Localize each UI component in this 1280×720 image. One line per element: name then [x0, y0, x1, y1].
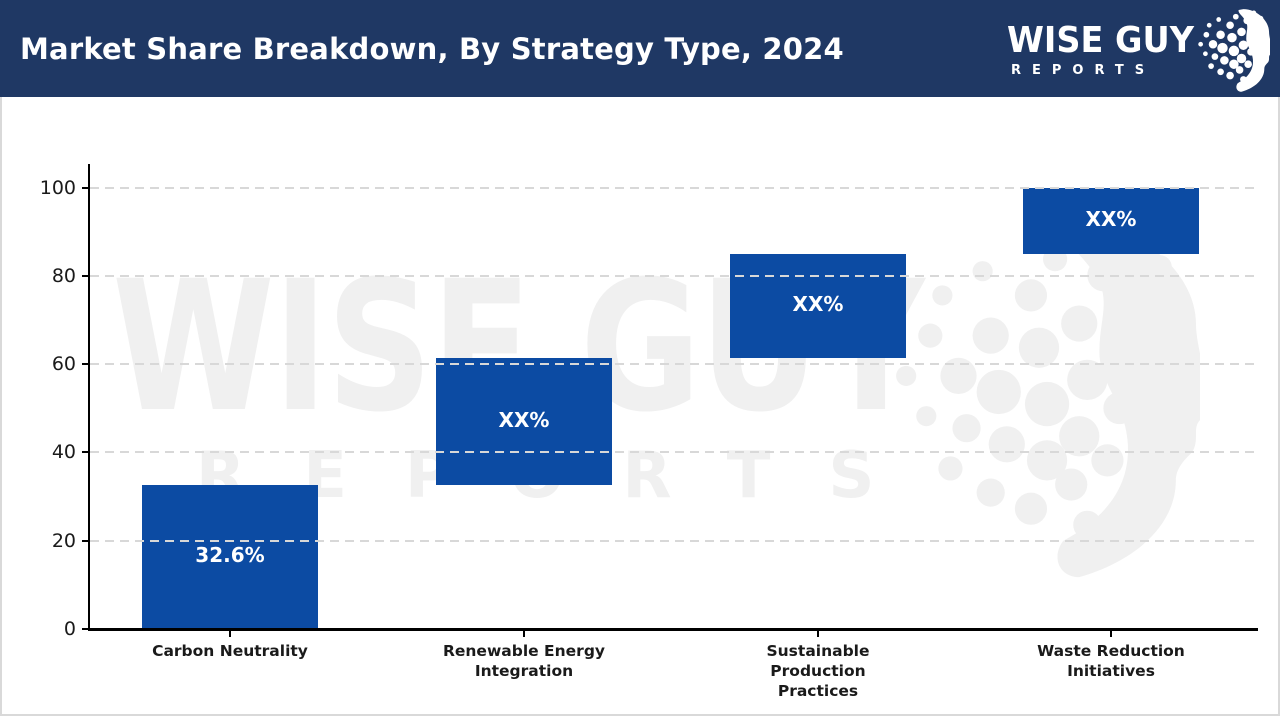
x-axis-tick	[1110, 631, 1112, 637]
y-axis-spine	[88, 164, 90, 631]
y-axis-label: 80	[51, 264, 76, 287]
y-axis-tick	[82, 274, 88, 277]
x-axis-tick	[229, 631, 231, 637]
y-axis-label: 40	[51, 441, 76, 464]
y-axis-tick	[82, 539, 88, 542]
x-axis-label: Carbon Neutrality	[152, 642, 308, 660]
bar-value-label: XX%	[1085, 206, 1137, 231]
wiseguy-logo: WISE GUY REPORTS	[1007, 4, 1270, 94]
bar	[730, 253, 906, 359]
y-axis-tick	[82, 451, 88, 454]
y-axis-label: 60	[51, 353, 76, 376]
y-axis-label: 100	[39, 176, 76, 199]
y-axis-tick	[82, 628, 88, 630]
x-axis-label: Waste Reduction Initiatives	[1037, 642, 1185, 680]
bar-value-label: XX%	[498, 407, 550, 432]
x-axis-tick	[817, 631, 819, 637]
header-bar: Market Share Breakdown, By Strategy Type…	[0, 0, 1280, 97]
logo-title: WISE GUY	[1006, 20, 1194, 61]
logo-wordmark: WISE GUY REPORTS	[1007, 20, 1208, 78]
bar	[142, 485, 318, 629]
gridline	[90, 539, 1258, 542]
page-title: Market Share Breakdown, By Strategy Type…	[20, 31, 844, 66]
logo-subtitle: REPORTS	[1010, 63, 1156, 78]
x-axis-label: Renewable Energy Integration	[442, 642, 606, 680]
x-axis-label: Sustainable Production Practices	[766, 642, 870, 700]
bar-value-label: 32.6%	[195, 543, 265, 568]
x-axis-spine	[88, 628, 1258, 631]
gridline	[90, 451, 1258, 454]
gridline	[90, 363, 1258, 366]
bar	[436, 358, 612, 486]
x-axis-tick	[523, 631, 525, 637]
y-axis-tick	[82, 363, 88, 366]
gridline	[90, 274, 1258, 277]
y-axis-tick	[82, 186, 88, 189]
gridline	[90, 186, 1258, 189]
bar	[1023, 187, 1199, 254]
y-axis-label: 20	[51, 529, 76, 552]
bar-value-label: XX%	[792, 292, 844, 317]
y-axis-label: 0	[63, 618, 76, 640]
